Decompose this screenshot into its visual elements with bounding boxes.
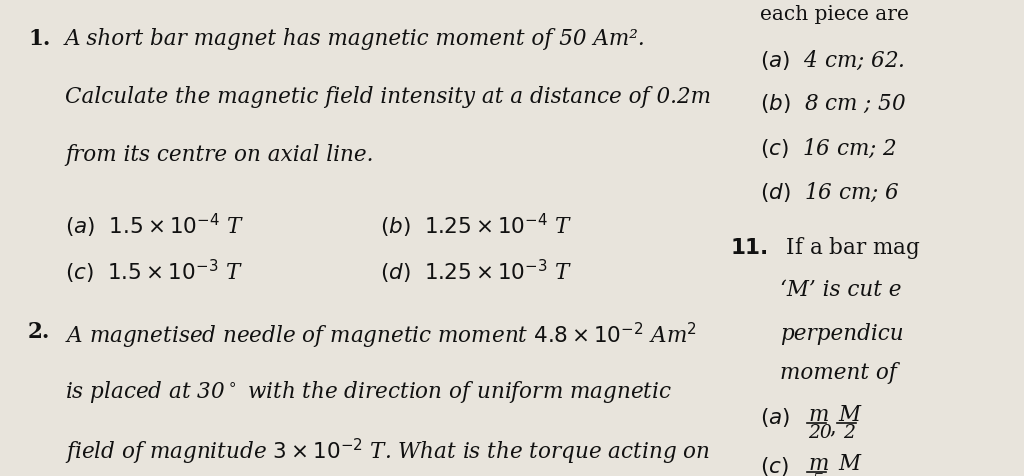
Text: 2.: 2. [28,321,50,343]
Text: Calculate the magnetic field intensity at a distance of 0.2m: Calculate the magnetic field intensity a… [65,86,711,108]
Text: M: M [838,404,860,426]
Text: 20: 20 [808,424,831,442]
Text: $(b)$  8 cm ; 50: $(b)$ 8 cm ; 50 [760,93,906,115]
Text: $(a)$  $1.5 \times 10^{-4}$ T: $(a)$ $1.5 \times 10^{-4}$ T [65,212,244,240]
Text: $(a)$  4 cm; 62.: $(a)$ 4 cm; 62. [760,49,905,72]
Text: ,: , [829,465,836,476]
Text: 2: 2 [843,424,855,442]
Text: ,: , [829,416,836,438]
Text: from its centre on axial line.: from its centre on axial line. [65,144,374,166]
Text: moment of: moment of [780,362,897,384]
Text: $\mathbf{11.}$  If a bar mag: $\mathbf{11.}$ If a bar mag [730,235,921,261]
Text: each piece are: each piece are [760,5,909,24]
Text: 1.: 1. [28,28,50,50]
Text: m: m [808,404,828,426]
Text: is placed at 30$^\circ$ with the direction of uniform magnetic: is placed at 30$^\circ$ with the directi… [65,379,672,405]
Text: $(c)$  $1.5 \times 10^{-3}$ T: $(c)$ $1.5 \times 10^{-3}$ T [65,258,243,286]
Text: 5: 5 [812,473,824,476]
Text: $(c)$  16 cm; 2: $(c)$ 16 cm; 2 [760,137,897,160]
Text: $(c)$: $(c)$ [760,455,788,476]
Text: $(d)$  16 cm; 6: $(d)$ 16 cm; 6 [760,181,900,204]
Text: $(a)$: $(a)$ [760,406,791,429]
Text: ‘M’ is cut e: ‘M’ is cut e [780,279,901,301]
Text: m: m [808,453,828,475]
Text: M: M [838,453,860,475]
Text: $(b)$  $1.25 \times 10^{-4}$ T: $(b)$ $1.25 \times 10^{-4}$ T [380,212,572,240]
Text: A magnetised needle of magnetic moment $4.8 \times 10^{-2}$ Am$^2$: A magnetised needle of magnetic moment $… [65,321,696,351]
Text: field of magnitude $3 \times 10^{-2}$ T. What is the torque acting on: field of magnitude $3 \times 10^{-2}$ T.… [65,437,710,467]
Text: A short bar magnet has magnetic moment of 50 Am².: A short bar magnet has magnetic moment o… [65,28,646,50]
Text: $(d)$  $1.25 \times 10^{-3}$ T: $(d)$ $1.25 \times 10^{-3}$ T [380,258,572,286]
Text: perpendicu: perpendicu [780,323,903,345]
